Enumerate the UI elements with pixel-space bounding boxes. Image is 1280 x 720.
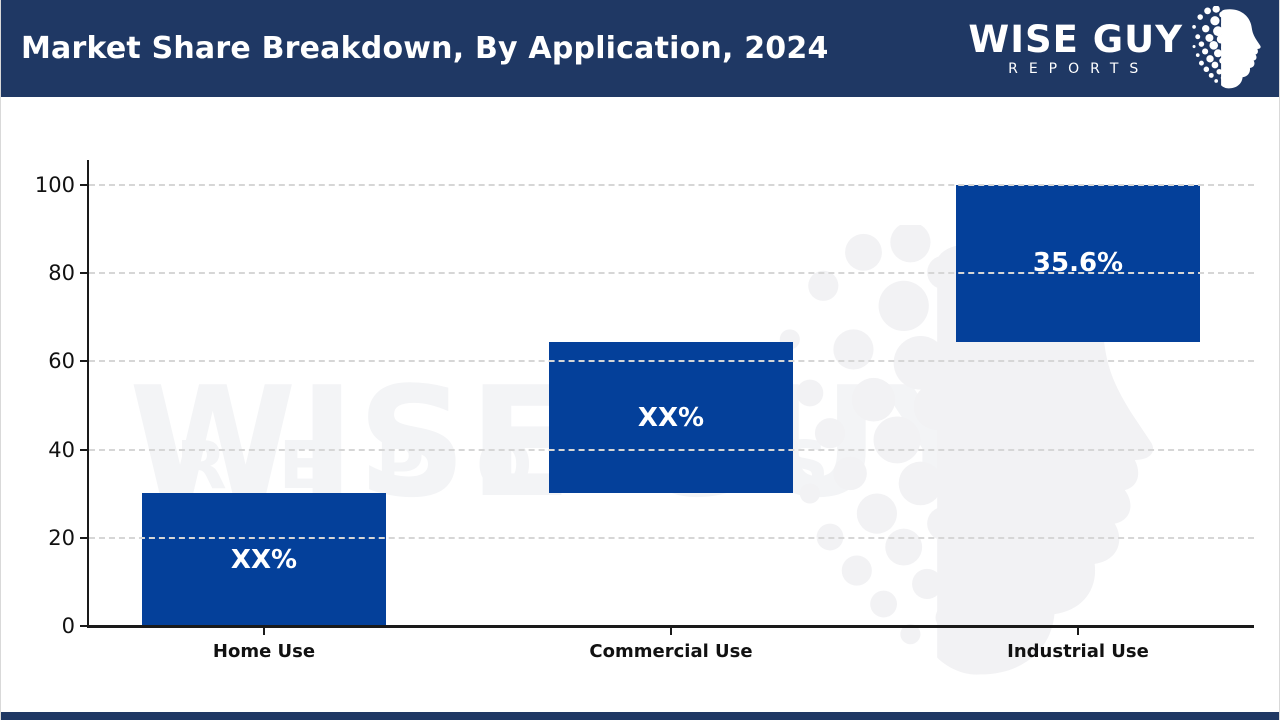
bar-value-label: XX% bbox=[637, 402, 705, 433]
watermark-head-icon bbox=[779, 225, 1154, 675]
bar-segment bbox=[956, 185, 1200, 342]
y-axis-tick-label: 60 bbox=[48, 349, 75, 374]
y-tick-mark bbox=[80, 625, 87, 627]
gridline bbox=[89, 272, 1254, 275]
y-axis-line bbox=[87, 160, 89, 628]
x-axis-line bbox=[87, 625, 1254, 628]
gridline bbox=[89, 360, 1254, 363]
x-tick-mark bbox=[670, 628, 672, 635]
brand-subname: REPORTS bbox=[1008, 61, 1150, 77]
y-axis-tick-label: 0 bbox=[61, 614, 75, 638]
y-axis-tick-label: 20 bbox=[48, 525, 75, 550]
y-tick-mark bbox=[80, 272, 87, 275]
x-axis-category-label: Home Use bbox=[212, 641, 316, 662]
y-tick-mark bbox=[80, 360, 87, 363]
plot-area: 0 20 40 60 80 100 XX% Home Use XX% Commercial Use… bbox=[35, 160, 1254, 662]
gridline bbox=[89, 448, 1254, 451]
y-tick-mark bbox=[80, 184, 87, 186]
bar-value-label: 35.6% bbox=[1032, 248, 1124, 279]
x-tick-mark bbox=[263, 628, 265, 635]
brand-text: WISE GUY REPORTS bbox=[968, 21, 1183, 76]
x-axis-category-label: Industrial Use bbox=[1007, 641, 1149, 662]
x-tick-mark bbox=[1077, 628, 1079, 635]
y-tick-mark bbox=[80, 536, 87, 539]
gridline bbox=[89, 536, 1254, 539]
gridline bbox=[89, 184, 1254, 186]
header-bar: Market Share Breakdown, By Application, … bbox=[1, 0, 1279, 97]
y-axis-tick-label: 40 bbox=[48, 437, 75, 462]
brand-head-icon bbox=[1192, 5, 1261, 88]
y-axis-tick-label: 100 bbox=[34, 173, 75, 197]
x-axis-category-label: Commercial Use bbox=[589, 641, 753, 662]
page-title: Market Share Breakdown, By Application, … bbox=[21, 31, 829, 66]
footer-bar bbox=[1, 712, 1279, 720]
y-tick-mark bbox=[80, 448, 87, 451]
brand-logo: WISE GUY REPORTS bbox=[968, 5, 1263, 92]
y-axis-tick-label: 80 bbox=[48, 261, 75, 286]
bar-value-label: XX% bbox=[230, 544, 298, 575]
bar-segment bbox=[142, 493, 386, 626]
brand-name: WISE GUY bbox=[968, 18, 1183, 61]
bar-segment bbox=[549, 341, 793, 494]
